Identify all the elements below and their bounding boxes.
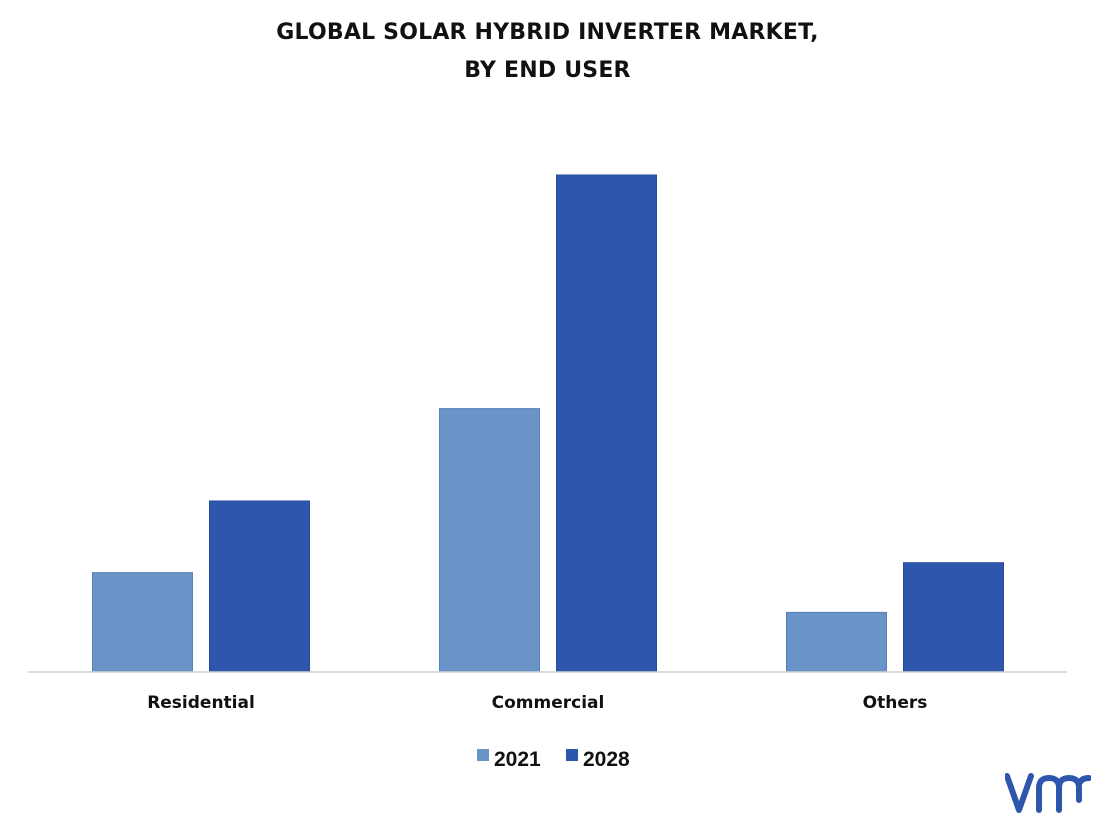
- chart-title-line-1: GLOBAL SOLAR HYBRID INVERTER MARKET,: [276, 20, 819, 45]
- bar-commercial-2028: [556, 174, 657, 673]
- legend-swatch-2021: [477, 749, 489, 761]
- bar-others-2021: [786, 611, 887, 673]
- chart-title-line-2: BY END USER: [464, 58, 631, 83]
- legend: 2021 2028: [477, 748, 630, 771]
- legend-swatch-2028: [566, 749, 578, 761]
- category-label-others: Others: [863, 693, 928, 713]
- bars-group: [92, 174, 1004, 673]
- vmr-logo-icon: [1005, 773, 1091, 813]
- legend-label-2028: 2028: [583, 748, 630, 771]
- category-label-residential: Residential: [147, 693, 255, 713]
- legend-label-2021: 2021: [494, 748, 541, 771]
- bar-commercial-2021: [439, 408, 540, 673]
- bar-residential-2028: [209, 500, 310, 673]
- bar-residential-2021: [92, 572, 193, 673]
- bar-others-2028: [903, 562, 1004, 673]
- category-label-commercial: Commercial: [492, 693, 605, 713]
- category-labels: Residential Commercial Others: [147, 693, 927, 713]
